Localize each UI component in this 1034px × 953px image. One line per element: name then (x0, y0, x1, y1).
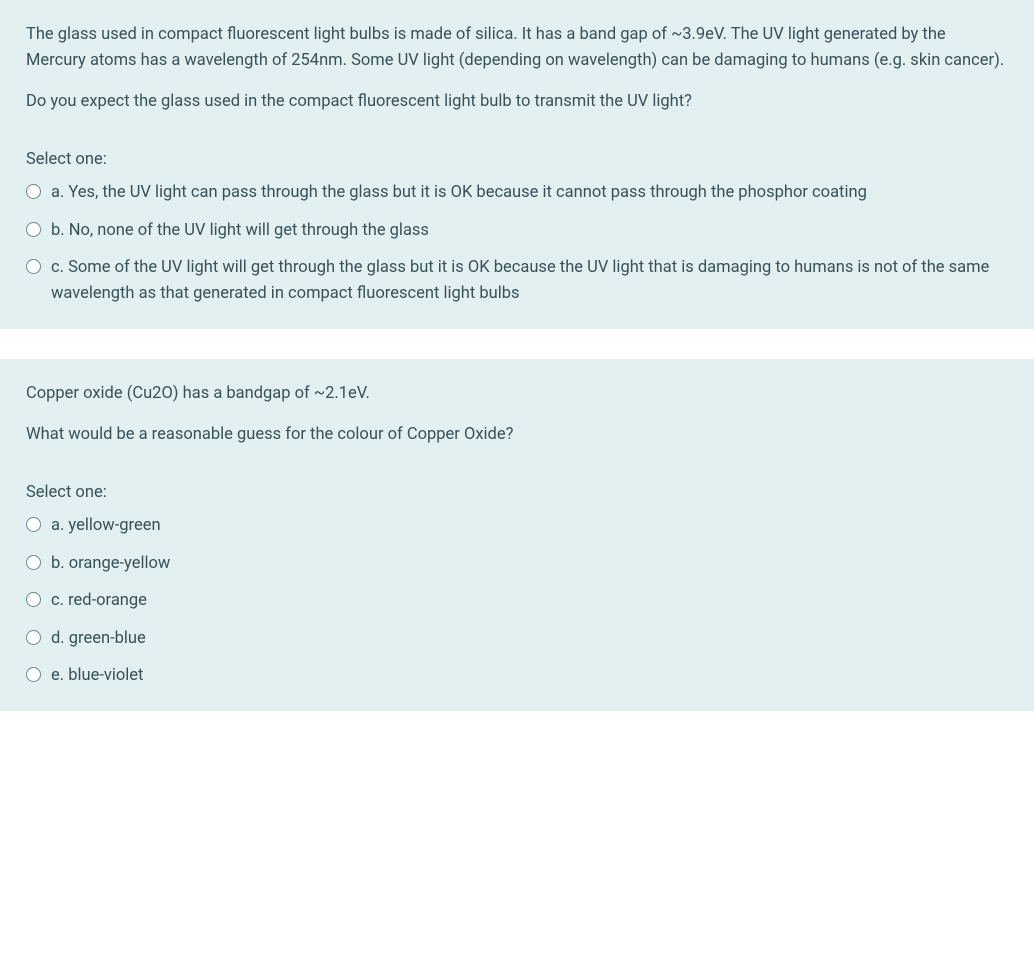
question-text-1: The glass used in compact fluorescent li… (26, 22, 1008, 115)
option-text: e. blue-violet (51, 663, 1008, 689)
radio-icon[interactable] (26, 592, 41, 607)
radio-icon[interactable] (26, 667, 41, 682)
question-block-2: Copper oxide (Cu2O) has a bandgap of ~2.… (0, 359, 1034, 712)
question-paragraph: What would be a reasonable guess for the… (26, 422, 1008, 448)
option-d[interactable]: d. green-blue (26, 626, 1008, 652)
radio-icon[interactable] (26, 184, 41, 199)
option-text: a. yellow-green (51, 513, 1008, 539)
radio-icon[interactable] (26, 222, 41, 237)
radio-icon[interactable] (26, 555, 41, 570)
options-list-1: a. Yes, the UV light can pass through th… (26, 180, 1008, 306)
question-paragraph: Copper oxide (Cu2O) has a bandgap of ~2.… (26, 381, 1008, 407)
option-b[interactable]: b. orange-yellow (26, 551, 1008, 577)
option-text: d. green-blue (51, 626, 1008, 652)
question-block-1: The glass used in compact fluorescent li… (0, 0, 1034, 329)
radio-icon[interactable] (26, 630, 41, 645)
option-a[interactable]: a. yellow-green (26, 513, 1008, 539)
option-text: b. No, none of the UV light will get thr… (51, 218, 1008, 244)
question-paragraph: Do you expect the glass used in the comp… (26, 89, 1008, 115)
option-text: c. red-orange (51, 588, 1008, 614)
select-one-label: Select one: (26, 480, 1008, 506)
option-e[interactable]: e. blue-violet (26, 663, 1008, 689)
options-list-2: a. yellow-green b. orange-yellow c. red-… (26, 513, 1008, 689)
question-paragraph: The glass used in compact fluorescent li… (26, 22, 1008, 73)
option-b[interactable]: b. No, none of the UV light will get thr… (26, 218, 1008, 244)
option-text: a. Yes, the UV light can pass through th… (51, 180, 1008, 206)
radio-icon[interactable] (26, 517, 41, 532)
select-one-label: Select one: (26, 147, 1008, 173)
option-c[interactable]: c. Some of the UV light will get through… (26, 255, 1008, 306)
option-text: c. Some of the UV light will get through… (51, 255, 1008, 306)
question-text-2: Copper oxide (Cu2O) has a bandgap of ~2.… (26, 381, 1008, 448)
option-c[interactable]: c. red-orange (26, 588, 1008, 614)
option-text: b. orange-yellow (51, 551, 1008, 577)
option-a[interactable]: a. Yes, the UV light can pass through th… (26, 180, 1008, 206)
radio-icon[interactable] (26, 259, 41, 274)
